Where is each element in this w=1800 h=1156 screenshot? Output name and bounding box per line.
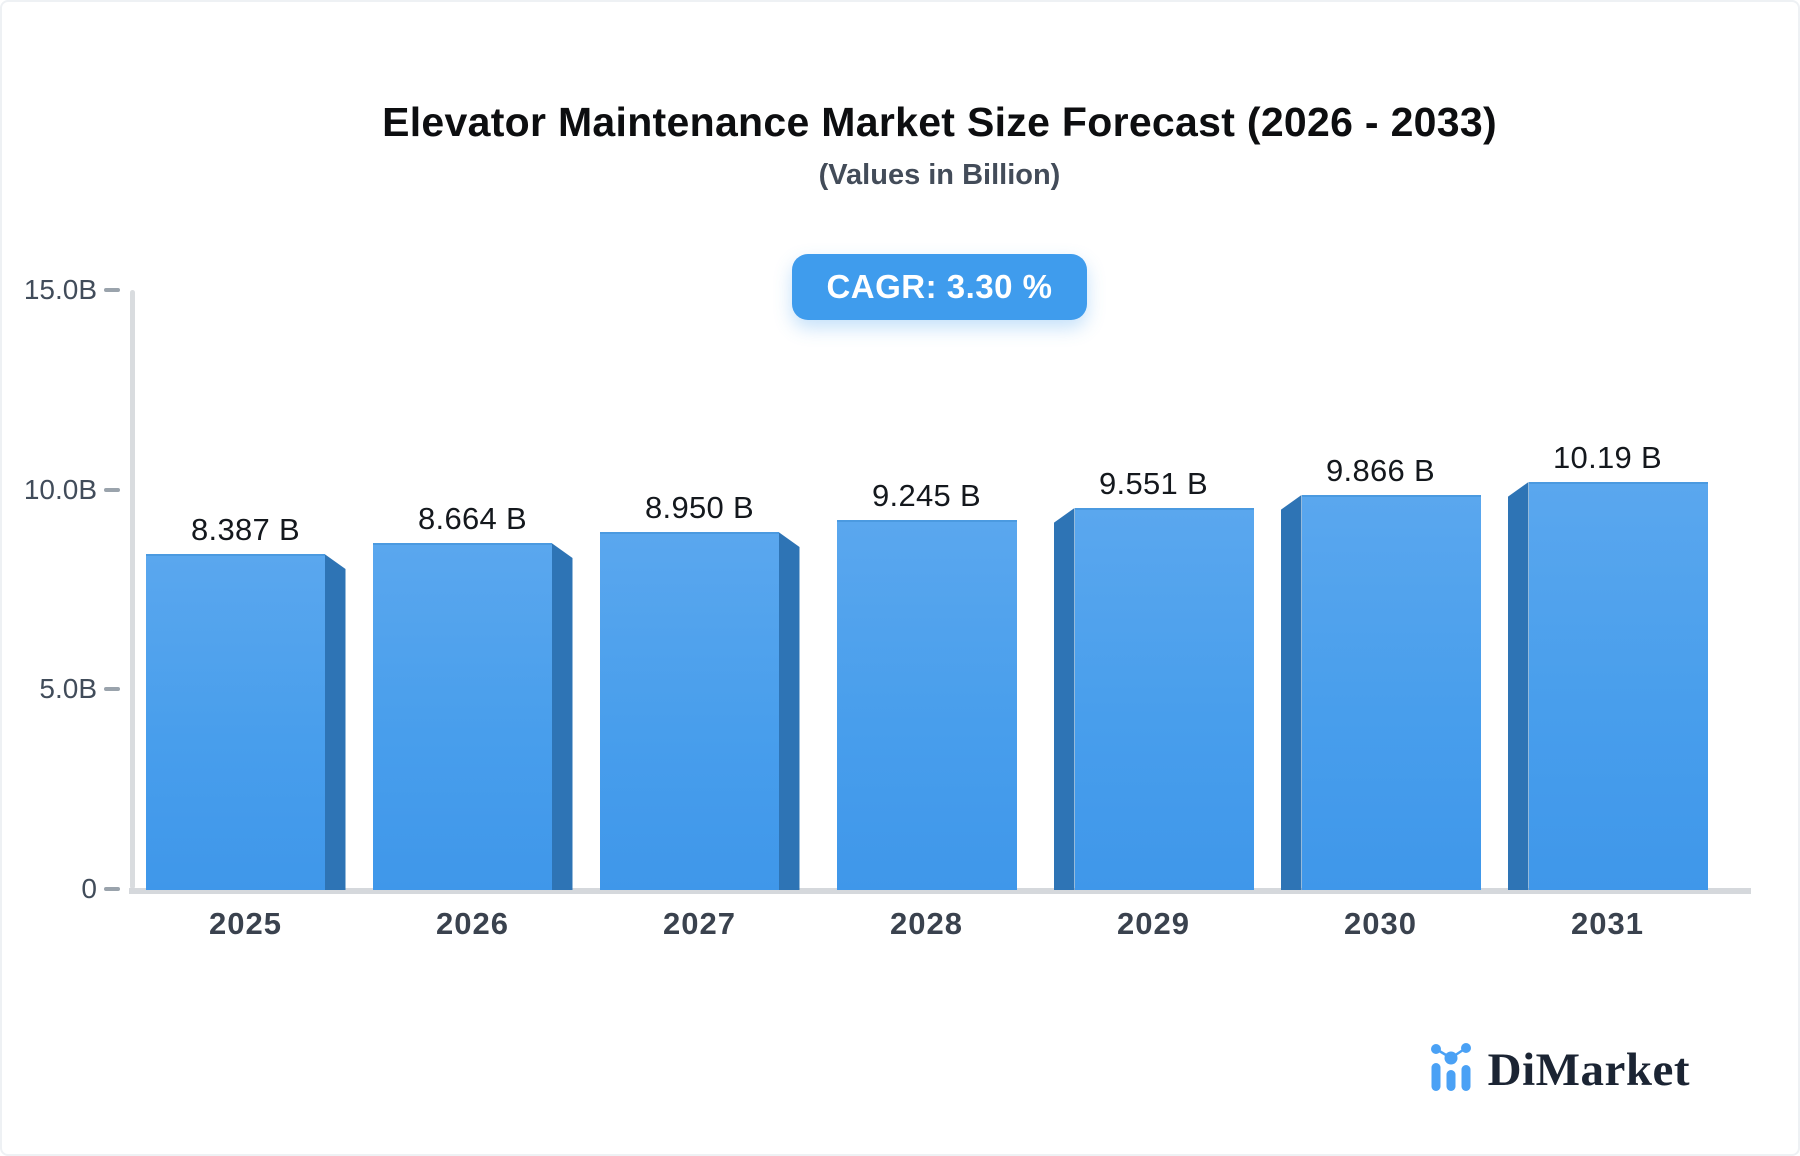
x-axis-label: 2025 bbox=[209, 906, 282, 941]
bar-3d-side bbox=[1507, 482, 1529, 890]
bar-value-label: 8.664 B bbox=[418, 501, 527, 536]
bar-face bbox=[1528, 482, 1708, 890]
logo-text: DiMarket bbox=[1487, 1044, 1690, 1096]
x-axis-label: 2030 bbox=[1344, 906, 1417, 941]
bar-value-label: 9.551 B bbox=[1099, 466, 1208, 501]
bar-face bbox=[836, 520, 1017, 890]
y-axis-tick-dash bbox=[104, 488, 120, 492]
bar-value-label: 10.19 B bbox=[1553, 440, 1662, 475]
chart-title: Elevator Maintenance Market Size Forecas… bbox=[382, 99, 1497, 145]
bar-2030 bbox=[1280, 495, 1481, 890]
x-axis-label: 2031 bbox=[1571, 906, 1644, 941]
bar-2028 bbox=[827, 520, 1027, 890]
y-axis-tick-label: 15.0B bbox=[23, 274, 97, 305]
cagr-badge: CAGR: 3.30 % bbox=[792, 254, 1087, 320]
bar-face bbox=[145, 554, 325, 890]
bar-value-label: 9.245 B bbox=[872, 478, 981, 513]
x-axis-label: 2026 bbox=[436, 906, 509, 941]
y-axis-tick-dash bbox=[104, 887, 120, 891]
bar-2026 bbox=[372, 543, 573, 890]
bar-2029 bbox=[1053, 508, 1254, 890]
chart-subtitle: (Values in Billion) bbox=[818, 159, 1061, 191]
bar-face bbox=[599, 532, 779, 890]
bar-value-label: 8.387 B bbox=[191, 512, 300, 547]
bar-face bbox=[372, 543, 552, 890]
x-axis-label: 2028 bbox=[890, 906, 963, 941]
bar-chart-with-dots-icon bbox=[1430, 1043, 1471, 1091]
x-axis-label: 2027 bbox=[663, 906, 736, 941]
y-axis-tick-label: 10.0B bbox=[23, 474, 97, 505]
bar-2025 bbox=[145, 554, 346, 890]
bar-3d-side bbox=[1280, 495, 1302, 890]
y-axis-tick-dash bbox=[104, 288, 120, 292]
y-axis-tick-label: 5.0B bbox=[39, 673, 97, 704]
bar-2031 bbox=[1507, 482, 1708, 890]
bar-3d-side bbox=[778, 532, 800, 890]
bar-3d-side bbox=[1053, 508, 1075, 890]
dimarket-logo: DiMarket bbox=[1428, 1038, 1690, 1096]
bar-face bbox=[1301, 495, 1481, 890]
y-axis-tick-label: 0 bbox=[81, 873, 97, 904]
y-axis-tick-dash bbox=[104, 687, 120, 691]
bar-value-label: 9.866 B bbox=[1326, 453, 1435, 488]
y-axis-line bbox=[130, 290, 135, 889]
x-axis-label: 2029 bbox=[1117, 906, 1190, 941]
bar-3d-side bbox=[324, 554, 346, 890]
bar-2027 bbox=[599, 532, 800, 890]
x-axis-baseline bbox=[129, 888, 1751, 894]
bar-3d-side bbox=[551, 543, 573, 890]
bar-face bbox=[1074, 508, 1254, 890]
chart-header: Elevator Maintenance Market Size Forecas… bbox=[77, 98, 1798, 320]
bar-value-label: 8.950 B bbox=[645, 490, 754, 525]
